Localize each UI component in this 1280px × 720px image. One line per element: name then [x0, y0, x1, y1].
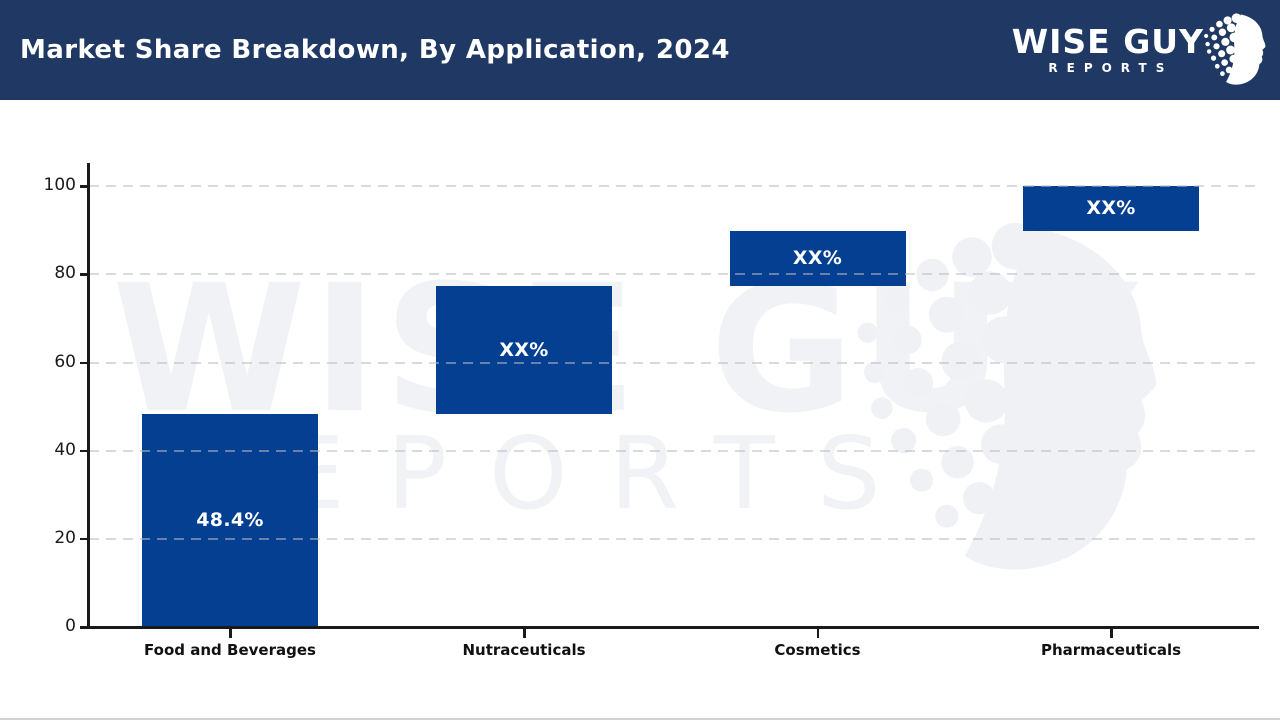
y-tick-100 — [80, 185, 89, 188]
y-tick-label-20: 20 — [54, 527, 76, 548]
x-tick-food-and-beverages — [229, 629, 232, 638]
x-tick-cosmetics — [816, 629, 819, 638]
gridline-40 — [89, 449, 1258, 452]
logo-subtitle: REPORTS — [1048, 61, 1174, 75]
x-category-label-cosmetics: Cosmetics — [774, 641, 861, 659]
y-tick-label-80: 80 — [54, 263, 76, 284]
y-tick-40 — [80, 449, 89, 453]
wise-guy-reports-logo: WISE GUY REPORTS — [1012, 0, 1272, 100]
y-tick-label-60: 60 — [54, 351, 76, 372]
header-bar: Market Share Breakdown, By Application, … — [0, 0, 1280, 100]
y-tick-label-0: 0 — [65, 616, 76, 636]
x-category-label-food-and-beverages: Food and Beverages — [144, 641, 316, 659]
bar-nutraceuticals: XX% — [436, 286, 612, 414]
y-tick-label-40: 40 — [54, 439, 76, 460]
y-tick-label-100: 100 — [43, 175, 76, 196]
x-tick-nutraceuticals — [523, 629, 526, 638]
gridline-100 — [89, 185, 1258, 188]
x-tick-pharmaceuticals — [1110, 629, 1113, 638]
bar-pharmaceuticals: XX% — [1023, 186, 1199, 231]
y-tick-80 — [80, 273, 89, 276]
logo-wordmark: WISE GUY — [1011, 22, 1204, 61]
logo-text: WISE GUY REPORTS — [1012, 25, 1204, 75]
y-tick-60 — [80, 361, 89, 365]
y-tick-20 — [80, 537, 89, 541]
y-tick-0 — [80, 626, 89, 629]
bar-value-label: XX% — [1086, 197, 1136, 220]
plot-area: 48.4% XX% XX% XX% 0 20 40 60 80 100 Food and Bever… — [0, 100, 1280, 718]
x-axis-line — [87, 626, 1259, 629]
bar-value-label: 48.4% — [196, 509, 264, 532]
bar-value-label: XX% — [499, 338, 549, 361]
x-category-label-pharmaceuticals: Pharmaceuticals — [1040, 641, 1182, 659]
bar-value-label: XX% — [792, 247, 843, 270]
gridline-60 — [89, 361, 1258, 364]
gridline-80 — [89, 273, 1258, 276]
y-axis-line — [87, 163, 90, 629]
x-category-label-nutraceuticals: Nutraceuticals — [462, 641, 586, 659]
page-title: Market Share Breakdown, By Application, … — [20, 35, 730, 65]
bar-cosmetics: XX% — [729, 230, 906, 287]
gridline-20 — [89, 537, 1258, 540]
bar-food-and-beverages: 48.4% — [142, 413, 318, 627]
head-dots-icon — [1204, 13, 1266, 85]
